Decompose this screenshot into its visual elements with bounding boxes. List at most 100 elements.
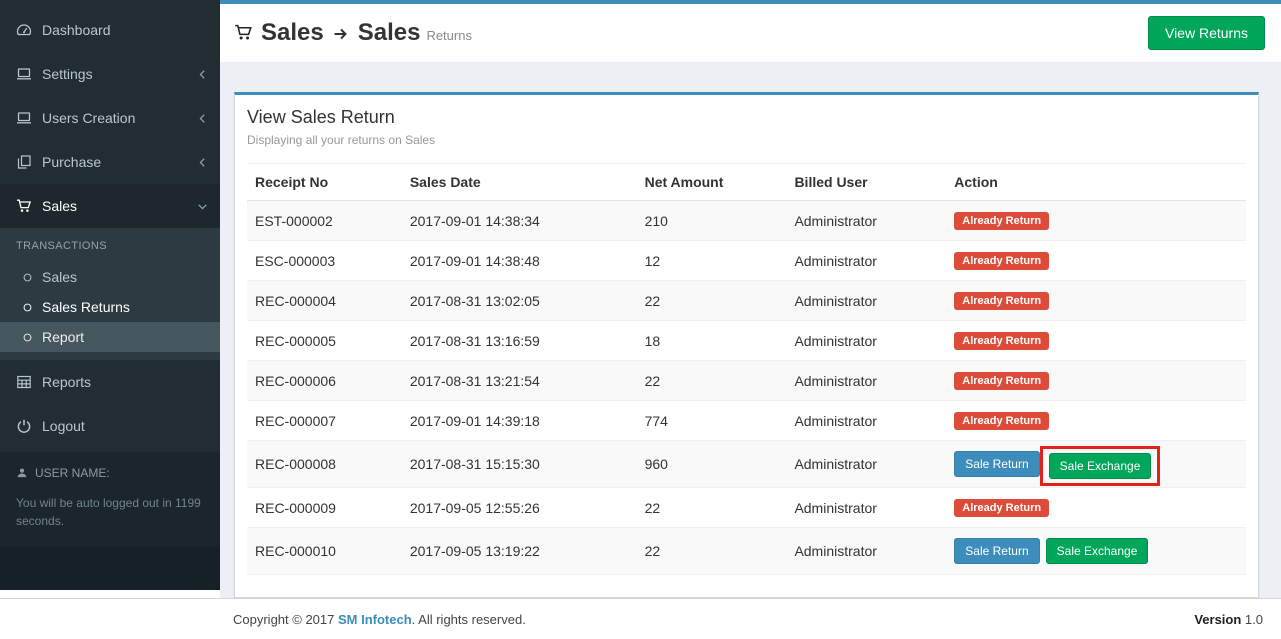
power-icon [16, 418, 32, 434]
net-amount-cell: 22 [636, 280, 787, 321]
sidebar-user-section: USER NAME: You will be auto logged out i… [0, 452, 220, 546]
sidebar-submenu: TRANSACTIONS Sales Sales Returns Report [0, 228, 220, 360]
billed-user-cell: Administrator [786, 527, 947, 575]
chevron-left-icon [197, 69, 208, 80]
sale-exchange-button[interactable]: Sale Exchange [1045, 538, 1149, 564]
main-area: Sales Sales Returns View Returns View Sa… [220, 0, 1281, 598]
table-icon [16, 374, 32, 390]
copy-icon [16, 154, 32, 170]
action-cell: Already Return [946, 400, 1246, 441]
table-row: REC-000004 2017-08-31 13:02:05 22 Administr… [247, 280, 1246, 321]
receipt-no-cell: REC-000004 [247, 280, 402, 321]
action-cell: Already Return [946, 200, 1246, 241]
submenu-item-label: Report [42, 329, 85, 345]
status-badge-already-return: Already Return [954, 372, 1050, 390]
top-accent-strip [220, 0, 1281, 4]
sidebar-item-reports[interactable]: Reports [0, 360, 220, 404]
billed-user-cell: Administrator [786, 320, 947, 361]
sidebar-item-label: Dashboard [42, 22, 111, 38]
net-amount-cell: 22 [636, 360, 787, 401]
receipt-no-cell: REC-000010 [247, 527, 402, 575]
action-cell: Already Return [946, 240, 1246, 281]
sales-date-cell: 2017-09-01 14:39:18 [401, 400, 637, 441]
sale-exchange-button[interactable]: Sale Exchange [1048, 453, 1152, 479]
arrow-right-icon [333, 26, 349, 42]
content: View Sales Return Displaying all your re… [220, 62, 1281, 598]
submenu-item-sales-returns[interactable]: Sales Returns [0, 292, 220, 322]
table-row: ESC-000003 2017-09-01 14:38:48 12 Administr… [247, 240, 1246, 281]
status-badge-already-return: Already Return [954, 499, 1050, 517]
column-header-billed-user: Billed User [786, 163, 947, 201]
sidebar-item-logout[interactable]: Logout [0, 404, 220, 448]
chevron-down-icon [197, 201, 208, 212]
action-cell: Sale Return Sale Exchange [946, 440, 1246, 488]
breadcrumb-section: Sales [261, 18, 324, 46]
column-header-receipt-no: Receipt No [247, 163, 402, 201]
table-row: REC-000005 2017-08-31 13:16:59 18 Administr… [247, 320, 1246, 361]
monitor-icon [16, 110, 32, 126]
billed-user-cell: Administrator [786, 280, 947, 321]
net-amount-cell: 22 [636, 487, 787, 528]
view-returns-button[interactable]: View Returns [1147, 15, 1265, 50]
circle-icon [22, 272, 33, 283]
chevron-left-icon [197, 113, 208, 124]
column-header-net-amount: Net Amount [636, 163, 787, 201]
billed-user-cell: Administrator [786, 400, 947, 441]
sidebar-item-sales[interactable]: Sales [0, 184, 220, 228]
annotation-highlight-box: Sale Exchange [1039, 446, 1161, 486]
submenu-item-report[interactable]: Report [0, 322, 220, 352]
net-amount-cell: 22 [636, 527, 787, 575]
billed-user-cell: Administrator [786, 360, 947, 401]
sidebar-section-label: TRANSACTIONS [16, 240, 107, 252]
net-amount-cell: 12 [636, 240, 787, 281]
sale-return-button[interactable]: Sale Return [954, 538, 1040, 564]
sidebar-item-settings[interactable]: Settings [0, 52, 220, 96]
sidebar-item-dashboard[interactable]: Dashboard [0, 8, 220, 52]
action-cell: Sale Return Sale Exchange [946, 527, 1246, 575]
sidebar: Dashboard Settings Users Creation Purchase S… [0, 0, 220, 590]
billed-user-cell: Administrator [786, 200, 947, 241]
breadcrumb-page: Sales [357, 18, 421, 46]
net-amount-cell: 960 [636, 440, 787, 488]
net-amount-cell: 18 [636, 320, 787, 361]
sidebar-submenu-items: Sales Sales Returns Report [0, 262, 220, 352]
sales-date-cell: 2017-09-01 14:38:48 [401, 240, 637, 281]
receipt-no-cell: ESC-000003 [247, 240, 402, 281]
user-name-row: USER NAME: [16, 466, 204, 480]
receipt-no-cell: REC-000009 [247, 487, 402, 528]
circle-icon [22, 302, 33, 313]
submenu-item-label: Sales Returns [42, 299, 130, 315]
status-badge-already-return: Already Return [954, 292, 1050, 310]
sales-date-cell: 2017-09-05 12:55:26 [401, 487, 637, 528]
column-header-action: Action [946, 163, 1246, 201]
dashboard-icon [16, 22, 32, 38]
monitor-icon [16, 66, 32, 82]
status-badge-already-return: Already Return [954, 252, 1050, 270]
footer: Copyright © 2017 SM Infotech. All rights… [0, 598, 1281, 639]
panel-title: View Sales Return [247, 107, 395, 127]
submenu-item-sales[interactable]: Sales [0, 262, 220, 292]
sales-returns-table: Receipt No Sales Date Net Amount Billed Use… [247, 163, 1246, 575]
sales-date-cell: 2017-09-01 14:38:34 [401, 200, 637, 241]
sale-return-button[interactable]: Sale Return [954, 451, 1040, 477]
sales-date-cell: 2017-08-31 13:02:05 [401, 280, 637, 321]
action-cell: Already Return [946, 487, 1246, 528]
sidebar-item-label: Logout [42, 418, 85, 434]
table-row: REC-000008 2017-08-31 15:15:30 960 Administ… [247, 440, 1246, 488]
sidebar-item-users-creation[interactable]: Users Creation [0, 96, 220, 140]
table-row: REC-000006 2017-08-31 13:21:54 22 Administr… [247, 360, 1246, 401]
status-badge-already-return: Already Return [954, 412, 1050, 430]
sidebar-item-purchase[interactable]: Purchase [0, 140, 220, 184]
sidebar-item-label: Sales [42, 198, 78, 214]
receipt-no-cell: REC-000007 [247, 400, 402, 441]
sidebar-menu-bottom: Reports Logout [0, 360, 220, 448]
receipt-no-cell: REC-000005 [247, 320, 402, 361]
submenu-item-label: Sales [42, 269, 78, 285]
user-icon [16, 467, 28, 479]
company-link[interactable]: SM Infotech [337, 611, 412, 627]
receipt-no-cell: REC-000008 [247, 440, 402, 488]
receipt-no-cell: REC-000006 [247, 360, 402, 401]
sales-return-panel: View Sales Return Displaying all your re… [234, 92, 1259, 598]
sales-date-cell: 2017-08-31 13:16:59 [401, 320, 637, 361]
copyright-text: Copyright © 2017 SM Infotech. All rights… [233, 611, 526, 627]
